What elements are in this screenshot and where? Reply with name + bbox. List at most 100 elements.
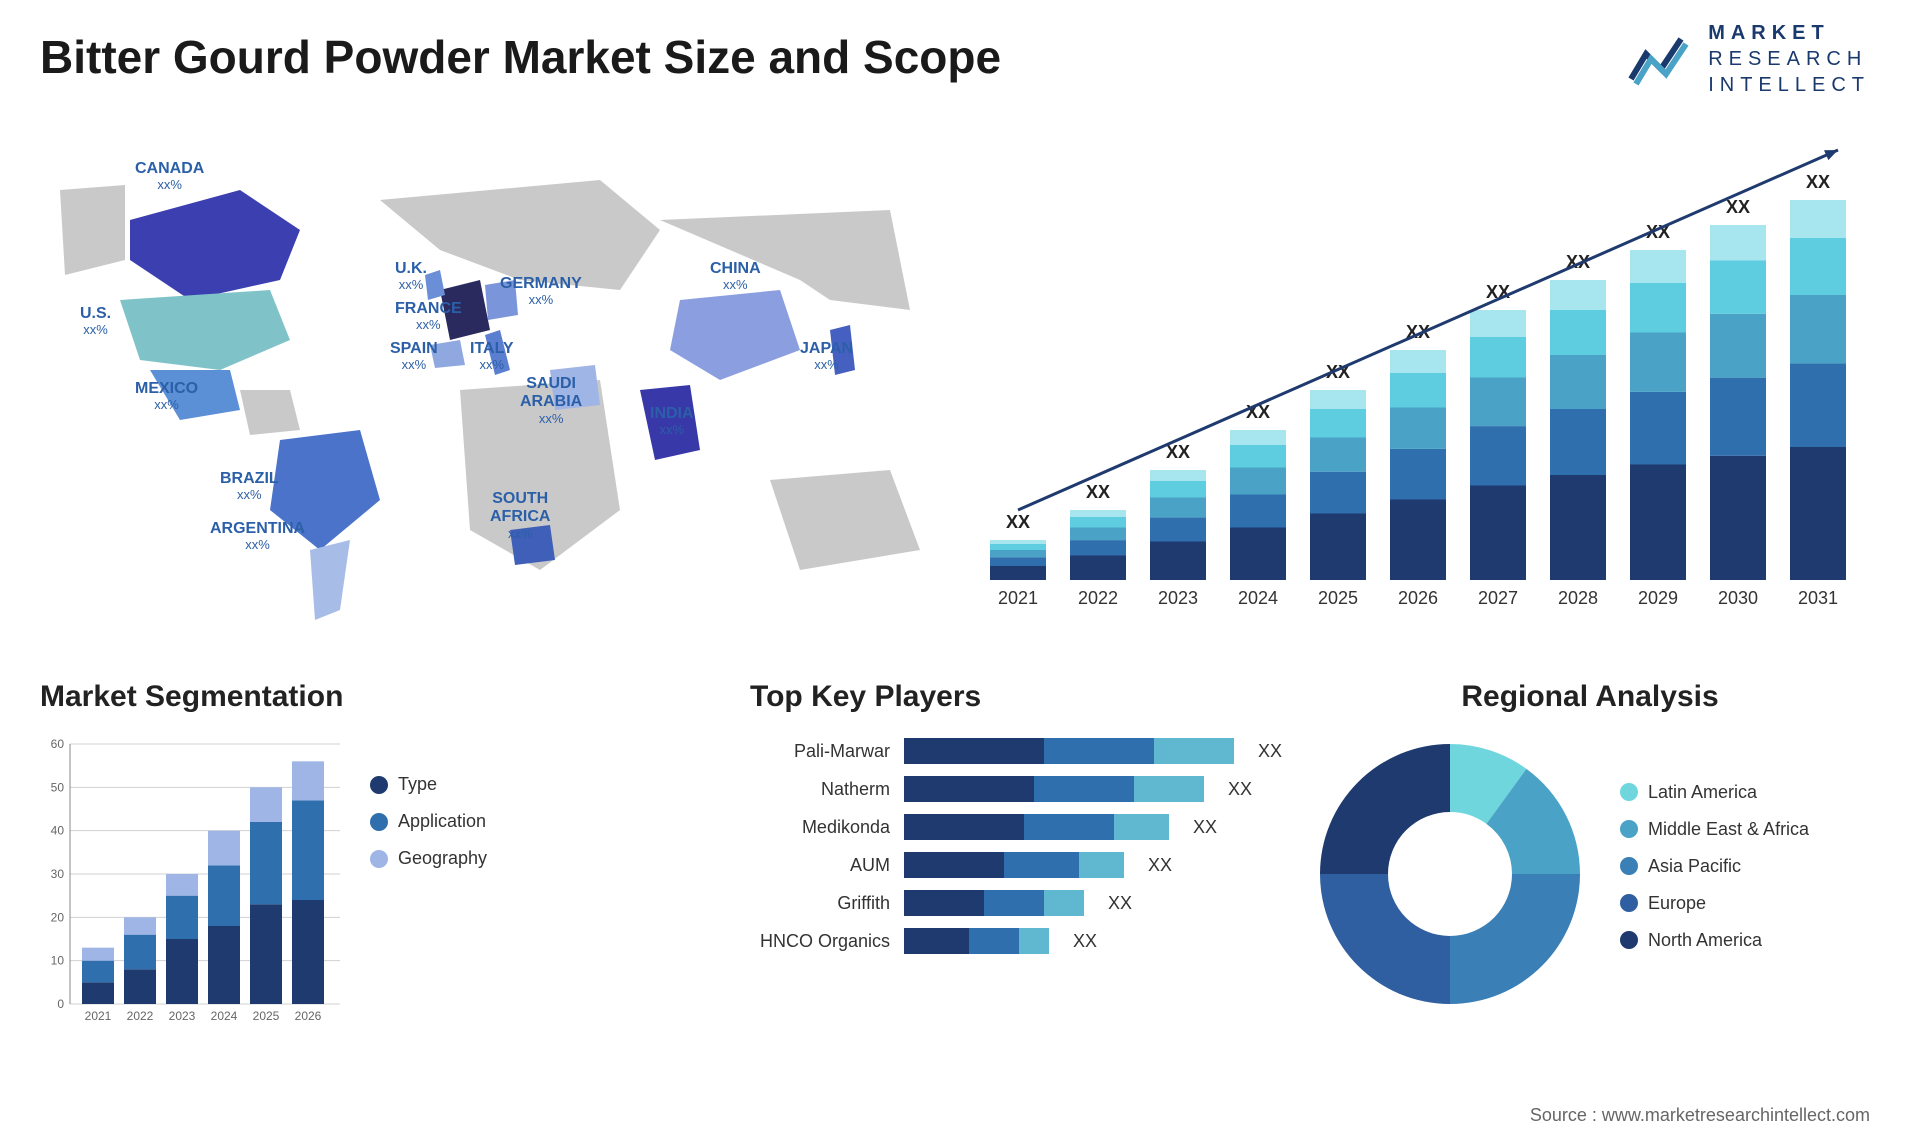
player-row: MedikondaXX — [750, 814, 1310, 840]
brand-logo: MARKET RESEARCH INTELLECT — [1626, 20, 1870, 98]
player-row: HNCO Organics XX — [750, 928, 1310, 954]
svg-text:2024: 2024 — [211, 1009, 238, 1023]
donut-slice-asia-pacific — [1450, 874, 1580, 1004]
map-region-china — [670, 290, 800, 380]
player-bar — [904, 776, 1204, 802]
svg-text:2027: 2027 — [1478, 588, 1518, 608]
legend-dot-icon — [370, 813, 388, 831]
player-name: AUM — [750, 855, 890, 876]
map-region-canada — [130, 190, 300, 300]
legend-dot-icon — [1620, 783, 1638, 801]
players-section: Top Key Players Pali-Marwar XX Natherm XX Me… — [750, 680, 1310, 966]
svg-text:2023: 2023 — [169, 1009, 196, 1023]
svg-text:2026: 2026 — [1398, 588, 1438, 608]
seg-legend-type: Type — [370, 774, 487, 795]
regional-section: Regional Analysis Latin AmericaMiddle Ea… — [1310, 680, 1870, 1014]
player-name: Medikonda — [750, 817, 890, 838]
svg-text:XX: XX — [1726, 197, 1750, 217]
svg-text:2029: 2029 — [1638, 588, 1678, 608]
regional-legend-item: Middle East & Africa — [1620, 819, 1809, 840]
map-label-argentina: ARGENTINAxx% — [210, 520, 305, 553]
page-title: Bitter Gourd Powder Market Size and Scop… — [40, 30, 1001, 84]
regional-legend-item: Europe — [1620, 893, 1809, 914]
legend-dot-icon — [370, 776, 388, 794]
svg-text:XX: XX — [1086, 482, 1110, 502]
map-region-usa — [120, 290, 290, 370]
legend-dot-icon — [1620, 857, 1638, 875]
player-bar — [904, 890, 1084, 916]
svg-text:2022: 2022 — [127, 1009, 154, 1023]
map-label-japan: JAPANxx% — [800, 340, 853, 373]
svg-text:50: 50 — [51, 780, 65, 794]
svg-text:20: 20 — [51, 910, 65, 924]
regional-legend-item: Asia Pacific — [1620, 856, 1809, 877]
svg-text:XX: XX — [1006, 512, 1030, 532]
svg-text:2030: 2030 — [1718, 588, 1758, 608]
svg-text:2025: 2025 — [253, 1009, 280, 1023]
svg-text:40: 40 — [51, 824, 65, 838]
svg-text:2025: 2025 — [1318, 588, 1358, 608]
player-bar — [904, 928, 1049, 954]
map-label-southafrica: SOUTHAFRICAxx% — [490, 490, 550, 542]
player-value: XX — [1228, 779, 1252, 800]
player-name: Natherm — [750, 779, 890, 800]
players-list: Pali-MarwarXXNathermXXMedikondaXXAUMXXGr… — [750, 738, 1310, 954]
map-label-spain: SPAINxx% — [390, 340, 438, 373]
svg-text:2021: 2021 — [998, 588, 1038, 608]
svg-text:0: 0 — [57, 997, 64, 1011]
map-label-germany: GERMANYxx% — [500, 275, 582, 308]
map-label-brazil: BRAZILxx% — [220, 470, 279, 503]
players-title: Top Key Players — [750, 680, 1310, 714]
logo-text: MARKET RESEARCH INTELLECT — [1708, 20, 1870, 98]
map-region-uk — [425, 270, 445, 300]
map-label-mexico: MEXICOxx% — [135, 380, 198, 413]
regional-title: Regional Analysis — [1310, 680, 1870, 714]
world-map: CANADAxx%U.S.xx%MEXICOxx%BRAZILxx%ARGENT… — [40, 130, 940, 630]
segmentation-section: Market Segmentation 01020304050602021202… — [40, 680, 600, 1034]
source-text: Source : www.marketresearchintellect.com — [1530, 1105, 1870, 1126]
svg-text:2021: 2021 — [85, 1009, 112, 1023]
donut-slice-europe — [1320, 874, 1450, 1004]
legend-dot-icon — [370, 850, 388, 868]
player-row: AUMXX — [750, 852, 1310, 878]
player-name: Pali-Marwar — [750, 741, 890, 762]
svg-text:30: 30 — [51, 867, 65, 881]
player-value: XX — [1108, 893, 1132, 914]
map-label-canada: CANADAxx% — [135, 160, 204, 193]
map-label-china: CHINAxx% — [710, 260, 761, 293]
player-row: Natherm XX — [750, 776, 1310, 802]
svg-text:10: 10 — [51, 954, 65, 968]
seg-legend-application: Application — [370, 811, 487, 832]
map-label-india: INDIAxx% — [650, 405, 694, 438]
legend-dot-icon — [1620, 931, 1638, 949]
segmentation-legend: Type Application Geography — [370, 774, 487, 885]
donut-slice-north-america — [1320, 744, 1450, 874]
seg-legend-geography: Geography — [370, 848, 487, 869]
regional-donut — [1310, 734, 1590, 1014]
map-label-uk: U.K.xx% — [395, 260, 427, 293]
segmentation-chart: 0 10 20 30 40 50 60 2021 2022 2023 2024 2025 2026 — [40, 734, 340, 1034]
svg-text:2028: 2028 — [1558, 588, 1598, 608]
svg-text:2024: 2024 — [1238, 588, 1278, 608]
player-row: Griffith XX — [750, 890, 1310, 916]
player-name: Griffith — [750, 893, 890, 914]
svg-text:60: 60 — [51, 737, 65, 751]
regional-legend-item: North America — [1620, 930, 1809, 951]
svg-text:2022: 2022 — [1078, 588, 1118, 608]
player-value: XX — [1073, 931, 1097, 952]
player-value: XX — [1258, 741, 1282, 762]
player-bar — [904, 814, 1169, 840]
player-row: Pali-Marwar XX — [750, 738, 1310, 764]
legend-dot-icon — [1620, 820, 1638, 838]
svg-text:2023: 2023 — [1158, 588, 1198, 608]
svg-text:XX: XX — [1806, 172, 1830, 192]
player-bar — [904, 852, 1124, 878]
player-bar — [904, 738, 1234, 764]
logo-icon — [1626, 29, 1696, 89]
growth-bar-chart: XX2021XX2022XX2023XX2024XX2025XX2026XX20… — [980, 140, 1870, 620]
player-name: HNCO Organics — [750, 931, 890, 952]
regional-legend: Latin AmericaMiddle East & AfricaAsia Pa… — [1620, 782, 1809, 967]
map-label-saudiarabia: SAUDIARABIAxx% — [520, 375, 582, 427]
svg-text:2026: 2026 — [295, 1009, 322, 1023]
map-region-argentina — [310, 540, 350, 620]
